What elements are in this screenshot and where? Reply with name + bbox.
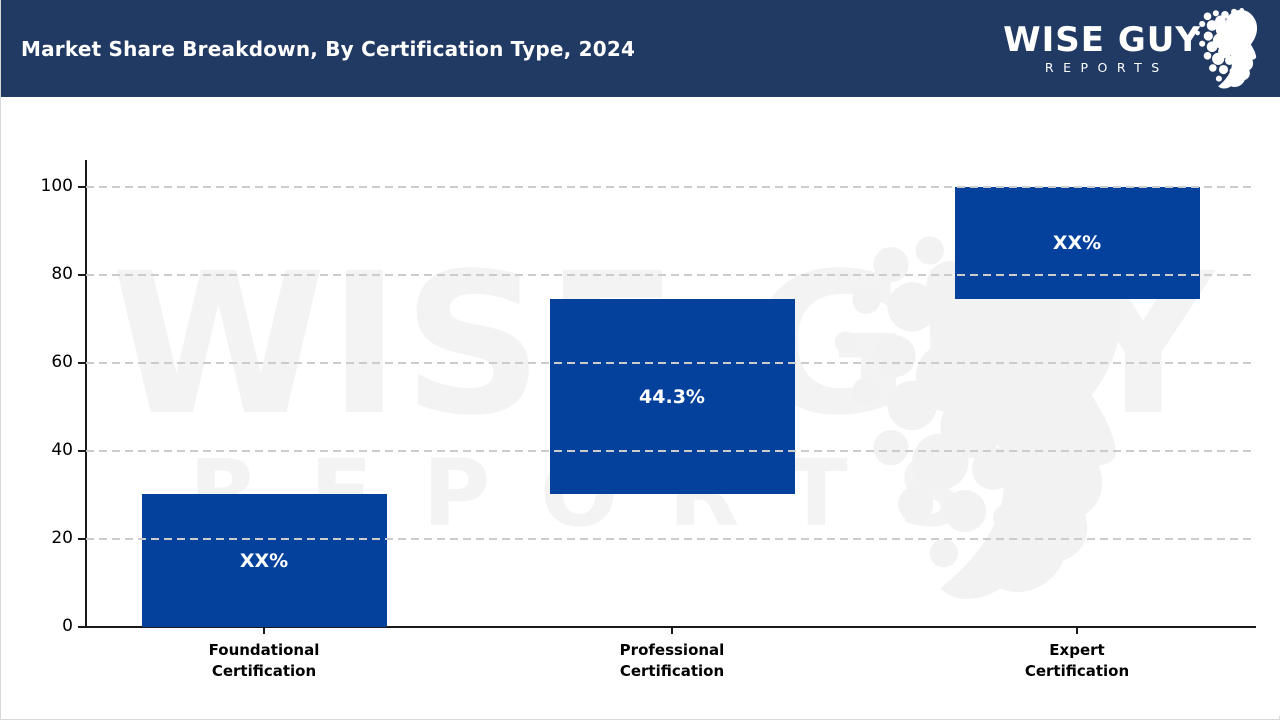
- y-tick-label: 40: [51, 440, 73, 460]
- gridline-60: [86, 362, 1256, 364]
- plot-area: XX% Foundational Certification 44.3% Profess…: [1, 97, 1280, 716]
- y-tick-mark: [78, 538, 86, 540]
- x-category-line: Foundational: [208, 641, 320, 659]
- bar-expert: XX%: [954, 187, 1200, 300]
- logo-subtitle: REPORTS: [1044, 59, 1169, 75]
- x-category-line: Certification: [619, 662, 725, 680]
- x-category-label: Foundational Certification: [114, 640, 414, 682]
- y-tick-label: 0: [62, 616, 73, 636]
- gridline-80: [86, 274, 1256, 276]
- y-tick-label: 100: [40, 176, 73, 196]
- wise-guy-reports-logo: WISE GUY REPORTS: [1003, 7, 1263, 91]
- x-tick-mark: [671, 627, 673, 634]
- x-tick-mark: [1076, 627, 1078, 634]
- y-tick-label: 60: [51, 352, 73, 372]
- x-category-line: Certification: [1024, 662, 1130, 680]
- x-category-line: Certification: [211, 662, 317, 680]
- y-axis-line: [85, 160, 87, 628]
- logo-text: WISE GUY REPORTS: [1003, 23, 1201, 75]
- y-tick-label: 20: [51, 528, 73, 548]
- y-tick-mark: [78, 626, 86, 628]
- y-tick-mark: [78, 362, 86, 364]
- logo-wordmark: WISE GUY: [1003, 19, 1201, 60]
- x-tick-mark: [263, 627, 265, 634]
- y-tick-mark: [78, 450, 86, 452]
- chart-area: WISE GUY REPORTS XX%FoundationalCertific…: [1, 97, 1280, 716]
- y-tick-mark: [78, 186, 86, 188]
- x-category-line: Professional: [619, 641, 725, 659]
- y-tick-mark: [78, 274, 86, 276]
- gridline-100: [86, 186, 1256, 188]
- y-tick-label: 80: [51, 264, 73, 284]
- gridline-40: [86, 450, 1256, 452]
- bar-value-label: XX%: [239, 549, 289, 572]
- x-category-label: Professional Certification: [522, 640, 822, 682]
- header-bar: Market Share Breakdown, By Certification…: [1, 0, 1280, 97]
- x-axis-line: [85, 626, 1256, 628]
- bar-value-label: 44.3%: [639, 385, 705, 408]
- bar-foundational: XX%: [141, 494, 387, 627]
- bar-value-label: XX%: [1052, 232, 1102, 255]
- bar-professional: 44.3%: [549, 299, 795, 495]
- logo-face-icon: [1195, 7, 1258, 89]
- gridline-20: [86, 538, 1256, 540]
- x-category-line: Expert: [1049, 641, 1105, 659]
- page-title: Market Share Breakdown, By Certification…: [21, 36, 636, 61]
- x-category-label: Expert Certification: [927, 640, 1227, 682]
